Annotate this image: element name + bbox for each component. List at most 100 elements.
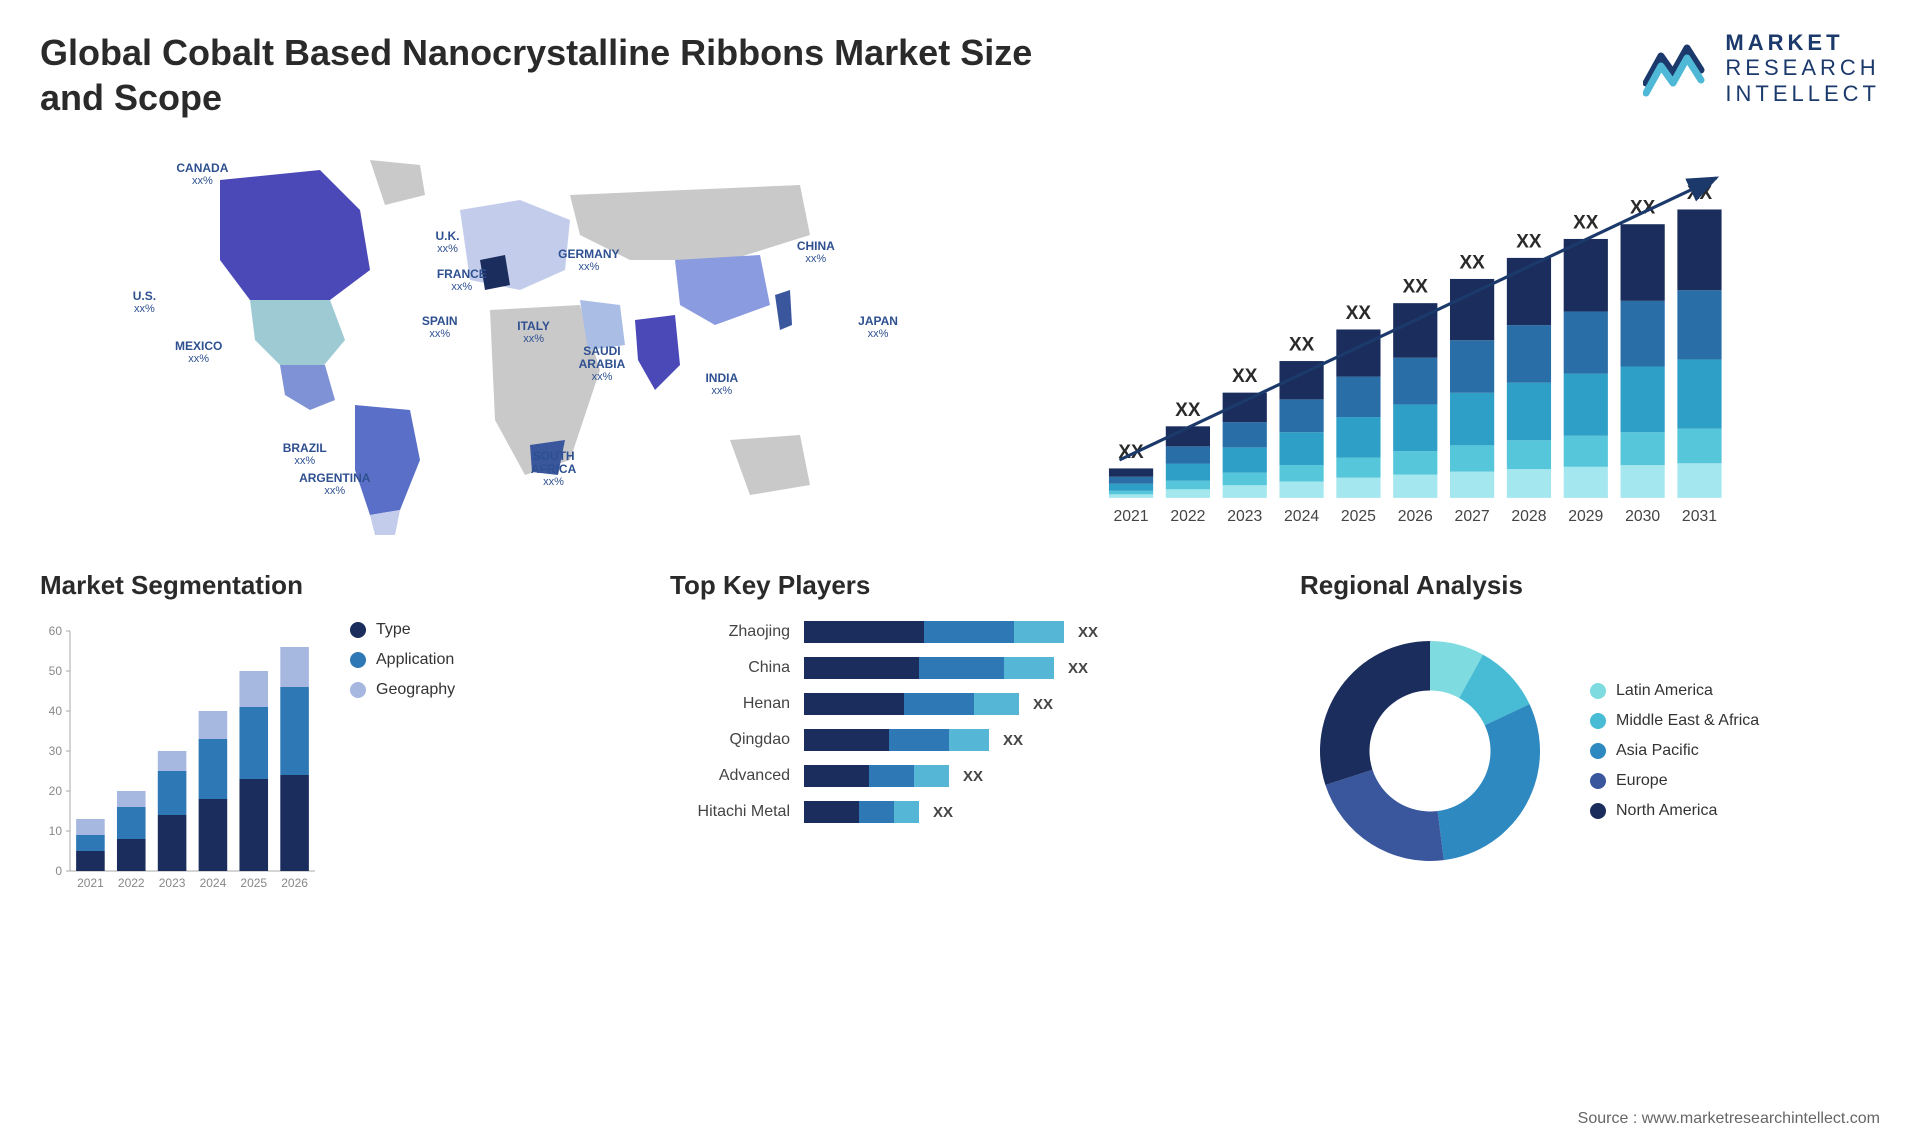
svg-text:2031: 2031 bbox=[1682, 508, 1717, 525]
players-title: Top Key Players bbox=[670, 570, 1250, 601]
svg-text:2022: 2022 bbox=[118, 876, 145, 890]
svg-text:2026: 2026 bbox=[281, 876, 308, 890]
map-label: U.S.xx% bbox=[133, 290, 156, 315]
player-row: Zhaojing XX bbox=[670, 621, 1250, 643]
regional-panel: Regional Analysis Latin America Middle Ea… bbox=[1300, 570, 1880, 901]
map-label: BRAZILxx% bbox=[283, 442, 327, 467]
player-value: XX bbox=[1003, 732, 1023, 749]
svg-text:2021: 2021 bbox=[1114, 508, 1149, 525]
map-label: ARGENTINAxx% bbox=[299, 472, 370, 497]
svg-text:2029: 2029 bbox=[1568, 508, 1603, 525]
segmentation-legend: Type Application Geography bbox=[350, 621, 455, 699]
top-section: CANADAxx% U.S.xx% MEXICOxx% BRAZILxx% ARGENT… bbox=[40, 140, 1880, 540]
legend-label: Application bbox=[376, 651, 454, 669]
map-label: SPAINxx% bbox=[422, 315, 458, 340]
player-row: Henan XX bbox=[670, 693, 1250, 715]
player-label: China bbox=[670, 659, 790, 677]
legend-swatch bbox=[1590, 773, 1606, 789]
bottom-section: Market Segmentation 01020304050602021202… bbox=[40, 570, 1880, 901]
svg-text:XX: XX bbox=[1175, 400, 1201, 421]
svg-text:XX: XX bbox=[1403, 277, 1429, 298]
segmentation-title: Market Segmentation bbox=[40, 570, 620, 601]
player-value: XX bbox=[1033, 696, 1053, 713]
map-label: JAPANxx% bbox=[858, 315, 898, 340]
legend-item: Asia Pacific bbox=[1590, 742, 1759, 760]
svg-text:2028: 2028 bbox=[1511, 508, 1546, 525]
map-label: CANADAxx% bbox=[176, 162, 228, 187]
player-row: Qingdao XX bbox=[670, 729, 1250, 751]
player-bar bbox=[804, 765, 949, 787]
legend-item: Middle East & Africa bbox=[1590, 712, 1759, 730]
map-label: U.K.xx% bbox=[435, 230, 459, 255]
map-label: MEXICOxx% bbox=[175, 340, 222, 365]
source-caption: Source : www.marketresearchintellect.com bbox=[1578, 1110, 1880, 1128]
legend-label: Latin America bbox=[1616, 682, 1713, 700]
regional-title: Regional Analysis bbox=[1300, 570, 1880, 601]
svg-text:2025: 2025 bbox=[1341, 508, 1376, 525]
player-label: Hitachi Metal bbox=[670, 803, 790, 821]
player-label: Zhaojing bbox=[670, 623, 790, 641]
player-bar bbox=[804, 801, 919, 823]
player-label: Advanced bbox=[670, 767, 790, 785]
player-row: Hitachi Metal XX bbox=[670, 801, 1250, 823]
player-value: XX bbox=[933, 804, 953, 821]
page-title: Global Cobalt Based Nanocrystalline Ribb… bbox=[40, 30, 1040, 120]
svg-text:2023: 2023 bbox=[159, 876, 186, 890]
legend-label: Middle East & Africa bbox=[1616, 712, 1759, 730]
legend-label: Type bbox=[376, 621, 411, 639]
legend-label: Europe bbox=[1616, 772, 1668, 790]
map-label: ITALYxx% bbox=[517, 320, 550, 345]
map-label: SAUDIARABIAxx% bbox=[579, 345, 626, 383]
player-row: China XX bbox=[670, 657, 1250, 679]
svg-text:60: 60 bbox=[49, 624, 63, 638]
player-bar bbox=[804, 657, 1054, 679]
player-bar bbox=[804, 729, 989, 751]
legend-swatch bbox=[1590, 803, 1606, 819]
svg-text:XX: XX bbox=[1516, 231, 1542, 252]
brand-logo: MARKET RESEARCH INTELLECT bbox=[1643, 30, 1880, 106]
svg-text:XX: XX bbox=[1289, 335, 1315, 356]
segmentation-chart: 0102030405060202120222023202420252026 bbox=[40, 621, 320, 901]
player-bar bbox=[804, 693, 1019, 715]
legend-swatch bbox=[1590, 743, 1606, 759]
player-label: Henan bbox=[670, 695, 790, 713]
main-bar-chart-svg: XX2021XX2022XX2023XX2024XX2025XX2026XX20… bbox=[980, 140, 1880, 540]
legend-item: Europe bbox=[1590, 772, 1759, 790]
player-value: XX bbox=[1078, 624, 1098, 641]
svg-text:30: 30 bbox=[49, 744, 63, 758]
player-value: XX bbox=[963, 768, 983, 785]
legend-swatch bbox=[350, 682, 366, 698]
legend-item: Geography bbox=[350, 681, 455, 699]
svg-text:40: 40 bbox=[49, 704, 63, 718]
segmentation-panel: Market Segmentation 01020304050602021202… bbox=[40, 570, 620, 901]
svg-text:XX: XX bbox=[1232, 366, 1258, 387]
svg-text:2025: 2025 bbox=[240, 876, 267, 890]
svg-text:2021: 2021 bbox=[77, 876, 104, 890]
player-bar bbox=[804, 621, 1064, 643]
logo-text: MARKET RESEARCH INTELLECT bbox=[1725, 30, 1880, 106]
svg-text:10: 10 bbox=[49, 824, 63, 838]
player-row: Advanced XX bbox=[670, 765, 1250, 787]
svg-text:XX: XX bbox=[1573, 212, 1599, 233]
regional-donut bbox=[1300, 621, 1560, 881]
player-label: Qingdao bbox=[670, 731, 790, 749]
map-label: GERMANYxx% bbox=[558, 248, 619, 273]
map-label: SOUTHAFRICAxx% bbox=[531, 450, 576, 488]
map-label: CHINAxx% bbox=[797, 240, 835, 265]
svg-text:XX: XX bbox=[1346, 303, 1372, 324]
svg-text:2027: 2027 bbox=[1455, 508, 1490, 525]
players-chart: ZhaojingXXChinaXXHenanXXQingdaoXXAdvance… bbox=[670, 621, 1250, 823]
main-bar-chart: XX2021XX2022XX2023XX2024XX2025XX2026XX20… bbox=[980, 140, 1880, 540]
legend-swatch bbox=[350, 622, 366, 638]
player-value: XX bbox=[1068, 660, 1088, 677]
map-label: INDIAxx% bbox=[705, 372, 738, 397]
legend-swatch bbox=[1590, 683, 1606, 699]
players-panel: Top Key Players Zhaojing XX China XX Henan XX… bbox=[670, 570, 1250, 901]
header-row: Global Cobalt Based Nanocrystalline Ribb… bbox=[40, 30, 1880, 120]
svg-text:2023: 2023 bbox=[1227, 508, 1262, 525]
regional-legend: Latin America Middle East & Africa Asia Pa… bbox=[1590, 682, 1759, 820]
legend-item: North America bbox=[1590, 802, 1759, 820]
legend-swatch bbox=[350, 652, 366, 668]
legend-item: Type bbox=[350, 621, 455, 639]
svg-text:2030: 2030 bbox=[1625, 508, 1660, 525]
